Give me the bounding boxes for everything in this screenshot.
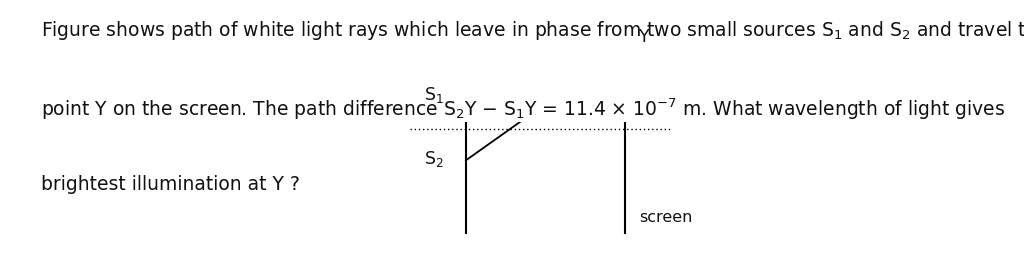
Text: Y: Y xyxy=(639,28,650,46)
Text: S$_1$: S$_1$ xyxy=(424,85,443,105)
Text: S$_2$: S$_2$ xyxy=(424,149,443,169)
Text: brightest illumination at Y ?: brightest illumination at Y ? xyxy=(41,175,300,194)
Text: screen: screen xyxy=(639,210,693,225)
Text: point Y on the screen. The path difference S$_2$Y − S$_1$Y = 11.4 × 10$^{-7}$ m.: point Y on the screen. The path differen… xyxy=(41,97,1006,122)
Text: Figure shows path of white light rays which leave in phase from two small source: Figure shows path of white light rays wh… xyxy=(41,19,1024,42)
